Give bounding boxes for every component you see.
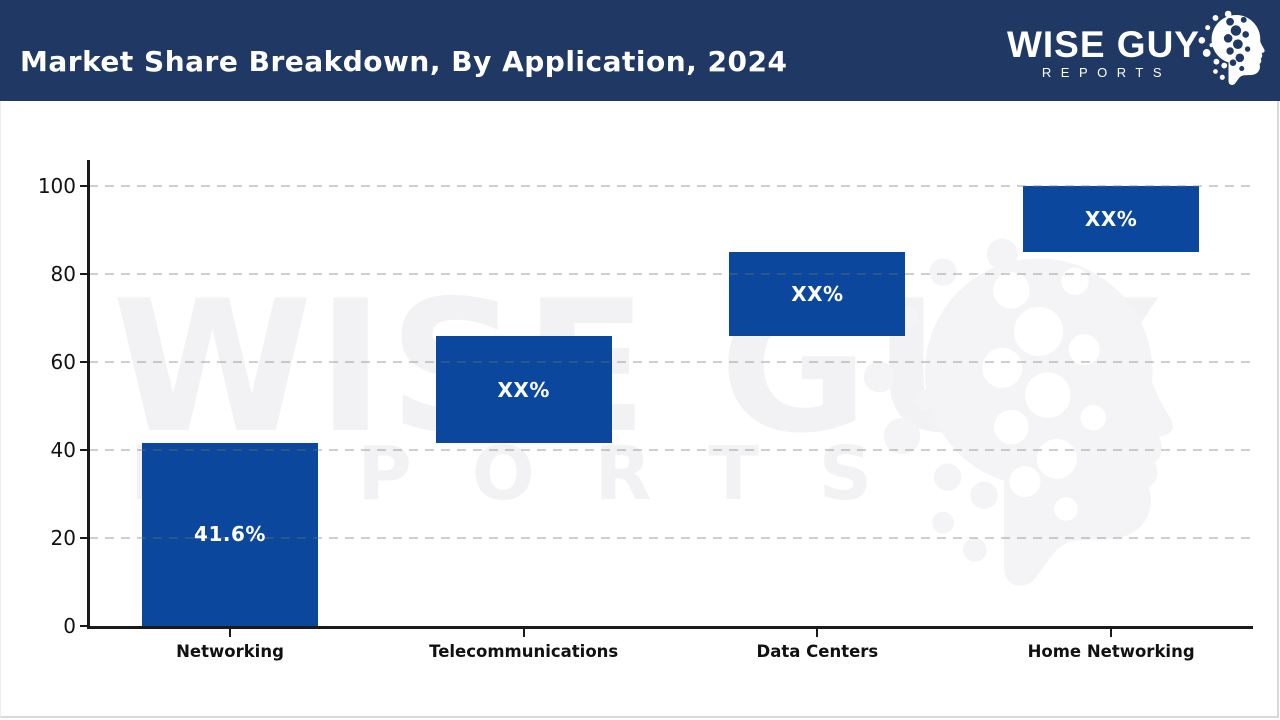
gridline-80 xyxy=(89,273,1253,275)
gridline-20 xyxy=(89,537,1253,539)
y-tick-0 xyxy=(80,625,89,627)
y-tick-label-20: 20 xyxy=(50,526,76,550)
x-tick-label-1: Telecommunications xyxy=(429,642,619,661)
bar-networking xyxy=(142,442,318,626)
bar-value-label: XX% xyxy=(791,282,844,307)
bar-value-label: XX% xyxy=(1084,207,1138,231)
gridline-60 xyxy=(89,361,1253,363)
y-tick-label-80: 80 xyxy=(50,262,76,286)
x-tick-3 xyxy=(1110,628,1113,637)
x-tick-1 xyxy=(522,628,525,637)
x-tick-label-3: Home Networking xyxy=(1027,642,1195,661)
wise-guy-logo: WISE GUY REPORTS xyxy=(1003,4,1268,97)
bar-value-label: XX% xyxy=(497,377,550,402)
dotted-head-icon xyxy=(1196,7,1270,95)
x-tick-0 xyxy=(229,628,231,637)
y-tick-label-40: 40 xyxy=(50,438,76,462)
bar-value-label: 41.6% xyxy=(194,522,266,547)
x-tick-label-2: Data Centers xyxy=(756,642,879,661)
y-tick-label-60: 60 xyxy=(50,350,76,374)
y-tick-40 xyxy=(80,449,89,451)
y-tick-80 xyxy=(80,273,89,275)
y-tick-label-100: 100 xyxy=(37,174,76,198)
y-tick-100 xyxy=(80,185,89,187)
chart-frame xyxy=(0,101,1279,718)
logo-wordmark: WISE GUY REPORTS xyxy=(1006,24,1200,81)
x-axis-spine xyxy=(87,626,1253,629)
logo-wordmark-line2: REPORTS xyxy=(1041,65,1172,80)
x-tick-2 xyxy=(816,628,819,637)
header-bar: Market Share Breakdown, By Application, … xyxy=(0,0,1280,101)
gridline-100 xyxy=(89,185,1253,187)
x-tick-label-0: Networking xyxy=(176,642,284,661)
page-title: Market Share Breakdown, By Application, … xyxy=(20,45,788,78)
y-tick-20 xyxy=(80,537,89,539)
bar-telecommunications xyxy=(435,336,612,443)
y-tick-60 xyxy=(80,361,89,363)
y-tick-label-0: 0 xyxy=(63,614,76,638)
gridline-40 xyxy=(89,449,1253,451)
logo-wordmark-line1: WISE GUY xyxy=(1006,24,1200,65)
y-axis-spine xyxy=(87,160,90,629)
